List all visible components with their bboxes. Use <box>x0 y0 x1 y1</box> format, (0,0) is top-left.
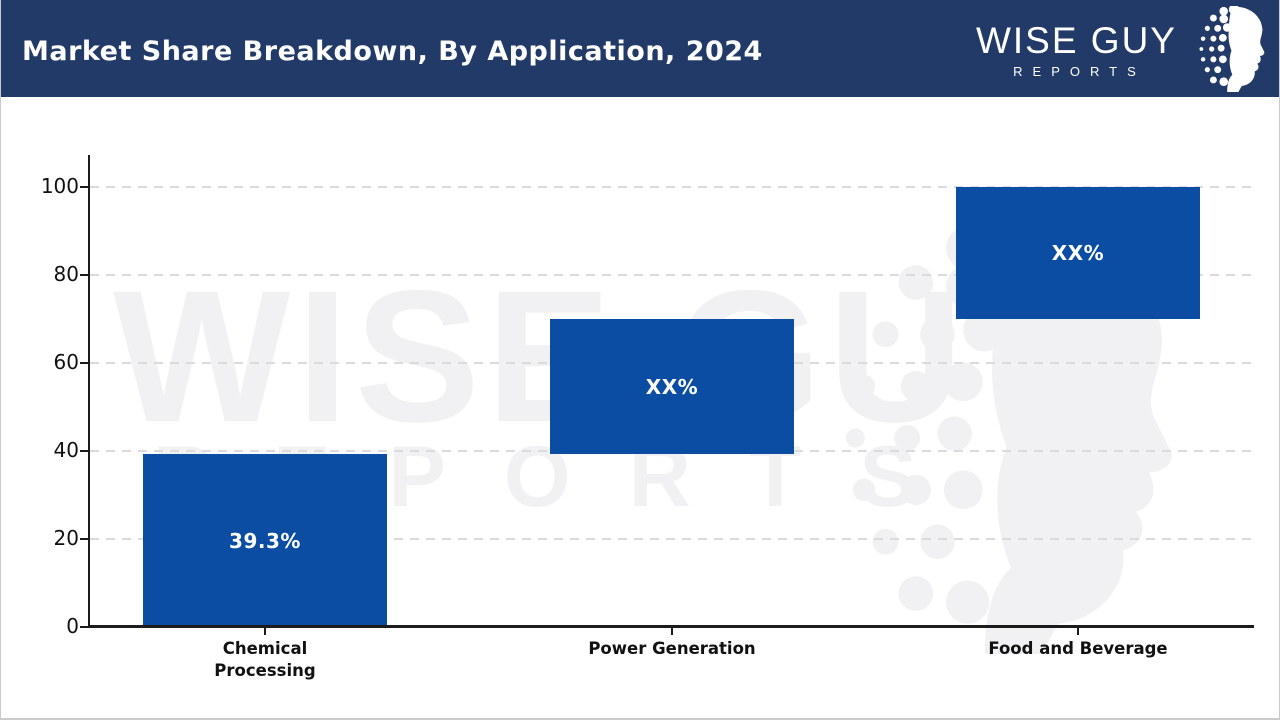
gridline <box>90 274 1254 276</box>
bar-chemical-processing[interactable]: 39.3% <box>143 454 387 627</box>
y-axis-tick <box>80 362 89 364</box>
x-axis <box>88 625 1254 628</box>
logo-name: WISE GUY <box>975 19 1177 61</box>
y-axis-tick <box>80 274 89 276</box>
bar-value-label: XX% <box>1051 241 1105 265</box>
page-title: Market Share Breakdown, By Application, … <box>22 36 763 67</box>
y-axis-label: 20 <box>53 526 79 550</box>
y-axis-tick <box>80 186 89 188</box>
brand-logo: WISE GUY REPORTS <box>976 6 1265 92</box>
bar-value-label: 39.3% <box>229 528 301 553</box>
bar-food-and-beverage[interactable]: XX% <box>956 187 1200 319</box>
y-axis-tick <box>80 450 89 452</box>
x-axis-label: Power Generation <box>588 639 756 658</box>
gridline <box>90 538 1254 540</box>
y-axis-label: 40 <box>53 438 79 462</box>
y-axis-label: 60 <box>53 350 79 374</box>
y-axis-label: 100 <box>40 174 79 198</box>
x-axis-tick <box>671 628 673 635</box>
y-axis-tick <box>80 626 89 628</box>
y-axis-label: 80 <box>53 262 79 286</box>
x-axis-label: Chemical Processing <box>214 639 316 680</box>
x-axis-label: Food and Beverage <box>988 639 1168 658</box>
y-axis-label: 0 <box>66 614 79 638</box>
header-bar: Market Share Breakdown, By Application, … <box>1 0 1279 97</box>
bar-value-label: XX% <box>645 374 699 399</box>
y-axis <box>88 155 90 628</box>
x-axis-tick <box>1077 628 1079 635</box>
bar-power-generation[interactable]: XX% <box>550 319 794 454</box>
gridline <box>90 186 1254 188</box>
logo-subname: REPORTS <box>1013 63 1146 79</box>
y-axis-tick <box>80 538 89 540</box>
x-axis-tick <box>264 628 266 635</box>
